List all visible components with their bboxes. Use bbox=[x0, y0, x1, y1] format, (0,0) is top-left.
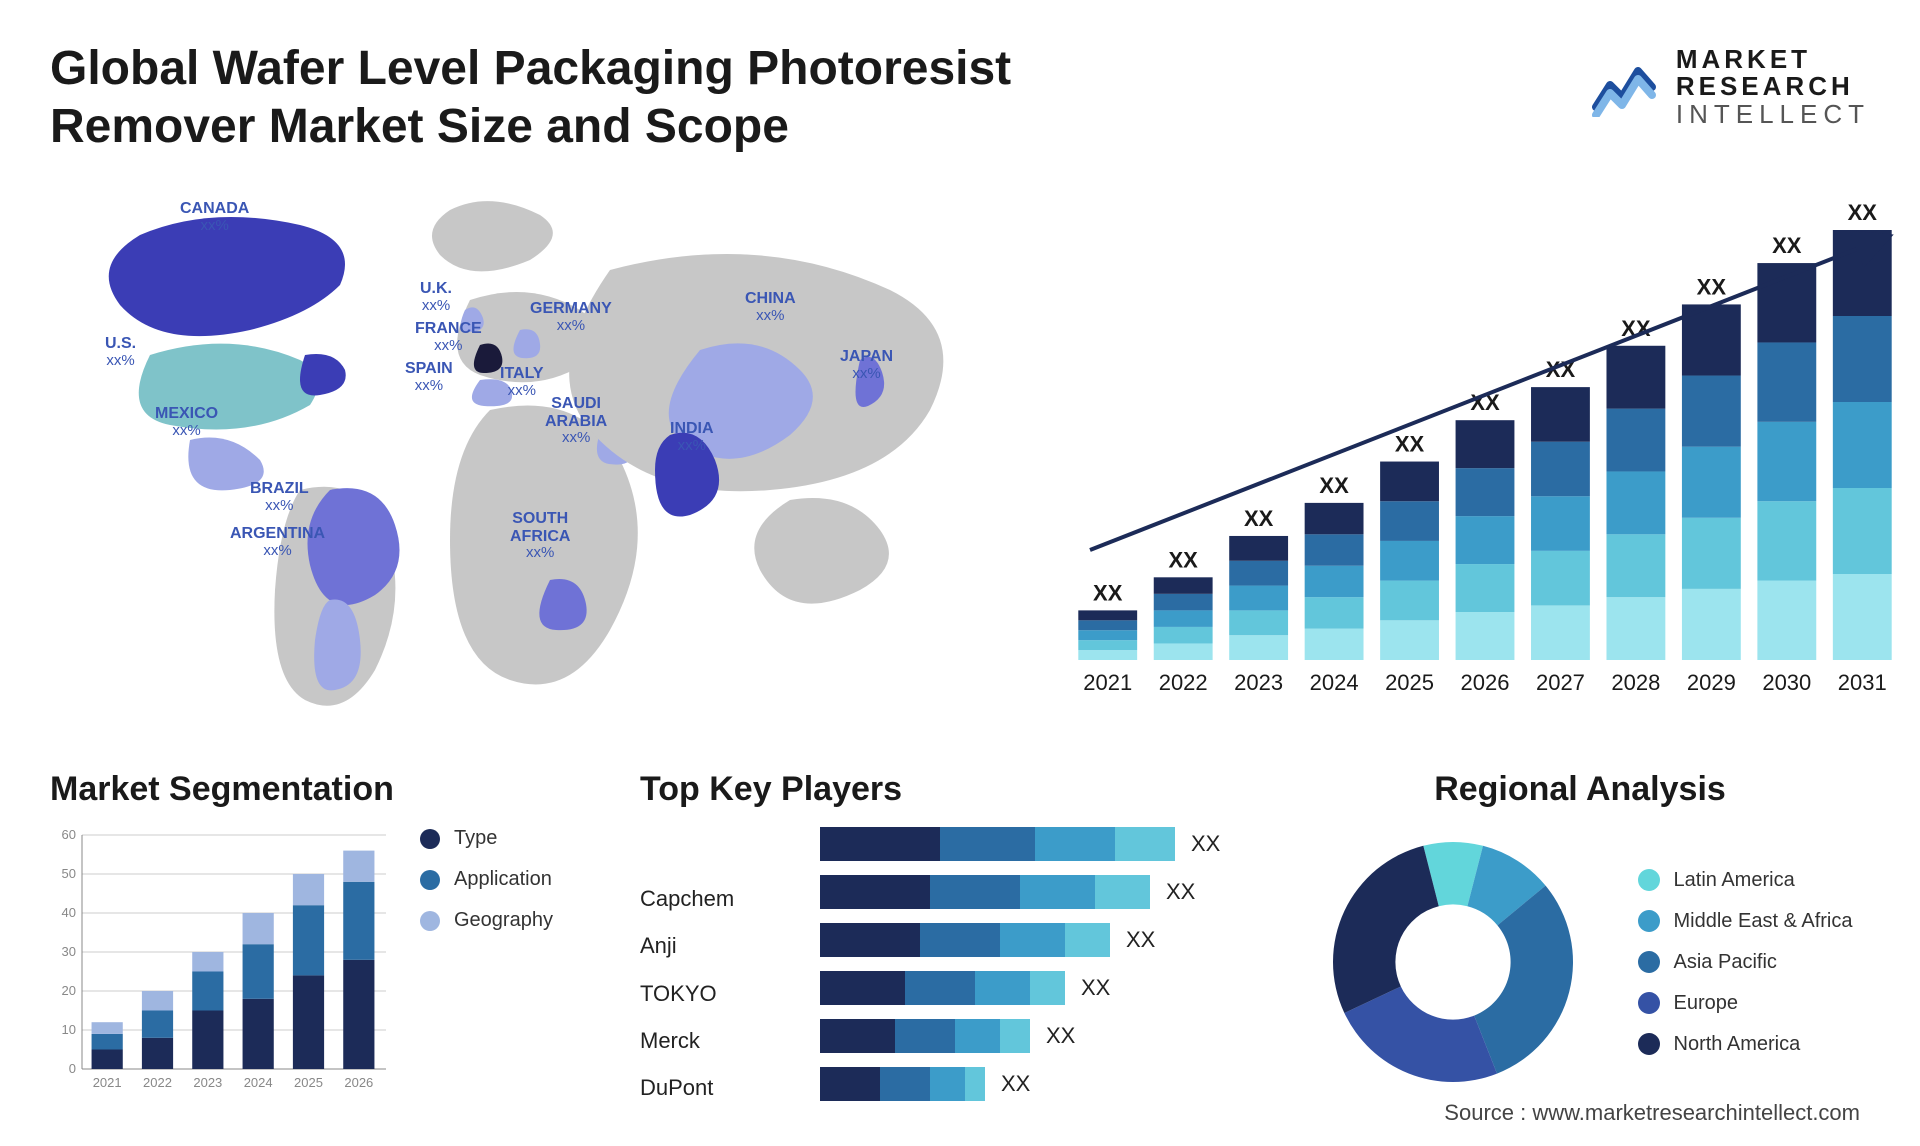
svg-text:2023: 2023 bbox=[193, 1075, 222, 1090]
legend-item: Europe bbox=[1638, 992, 1853, 1015]
svg-text:XX: XX bbox=[1093, 581, 1123, 606]
footer-source: Source : www.marketresearchintellect.com bbox=[1444, 1100, 1860, 1126]
svg-text:2024: 2024 bbox=[1310, 670, 1359, 695]
brand-logo: MARKET RESEARCH INTELLECT bbox=[1592, 46, 1870, 128]
players-title: Top Key Players bbox=[640, 770, 1260, 809]
page-title: Global Wafer Level Packaging Photoresist… bbox=[50, 40, 1100, 155]
svg-text:XX: XX bbox=[1772, 233, 1802, 258]
svg-text:2023: 2023 bbox=[1234, 670, 1283, 695]
svg-text:2027: 2027 bbox=[1536, 670, 1585, 695]
legend-item: North America bbox=[1638, 1033, 1853, 1056]
forecast-chart-svg: XX 2021 XX 2022 XX 2023 XX 2024 XX 2025 XX 2026 XX 20… bbox=[1050, 200, 1910, 720]
svg-text:XX: XX bbox=[1848, 200, 1878, 225]
svg-text:20: 20 bbox=[62, 983, 76, 998]
svg-text:2025: 2025 bbox=[1385, 670, 1434, 695]
svg-text:2021: 2021 bbox=[1083, 670, 1132, 695]
map-label: CHINAxx% bbox=[745, 290, 796, 324]
player-label: TOKYO bbox=[640, 970, 790, 1017]
player-label: Anji bbox=[640, 922, 790, 969]
map-label: SAUDIARABIAxx% bbox=[545, 395, 607, 447]
svg-text:2030: 2030 bbox=[1762, 670, 1811, 695]
map-label: ARGENTINAxx% bbox=[230, 525, 325, 559]
world-map-svg bbox=[50, 180, 1010, 720]
svg-text:40: 40 bbox=[62, 905, 76, 920]
header: Global Wafer Level Packaging Photoresist… bbox=[50, 40, 1870, 155]
legend-item: Middle East & Africa bbox=[1638, 910, 1853, 933]
legend-item: Type bbox=[420, 827, 553, 850]
map-label: JAPANxx% bbox=[840, 348, 893, 382]
legend-item: Asia Pacific bbox=[1638, 951, 1853, 974]
svg-text:XX: XX bbox=[1244, 506, 1274, 531]
segmentation-panel: Market Segmentation 0 10 20 30 40 50 60 2021 202… bbox=[50, 770, 610, 1115]
svg-text:2022: 2022 bbox=[1159, 670, 1208, 695]
map-label: SPAINxx% bbox=[405, 360, 453, 394]
svg-text:XX: XX bbox=[1319, 473, 1349, 498]
svg-text:60: 60 bbox=[62, 827, 76, 842]
player-label: Merck bbox=[640, 1017, 790, 1064]
svg-text:XX: XX bbox=[1395, 432, 1425, 457]
legend-item: Application bbox=[420, 868, 553, 891]
logo-icon bbox=[1592, 57, 1662, 117]
regional-title: Regional Analysis bbox=[1290, 770, 1870, 809]
player-bar-row: XX bbox=[820, 923, 1250, 957]
map-label: U.S.xx% bbox=[105, 335, 136, 369]
svg-text:2026: 2026 bbox=[344, 1075, 373, 1090]
map-label: ITALYxx% bbox=[500, 365, 544, 399]
svg-text:2025: 2025 bbox=[294, 1075, 323, 1090]
logo-line1: MARKET bbox=[1676, 46, 1870, 73]
segmentation-chart-svg: 0 10 20 30 40 50 60 2021 2022 2023 2024 2025 2026 bbox=[50, 827, 390, 1097]
segmentation-title: Market Segmentation bbox=[50, 770, 610, 809]
map-label: INDIAxx% bbox=[670, 420, 714, 454]
player-bar-row: XX bbox=[820, 875, 1250, 909]
svg-text:50: 50 bbox=[62, 866, 76, 881]
svg-text:XX: XX bbox=[1169, 547, 1199, 572]
regional-panel: Regional Analysis Latin America Middle Ea… bbox=[1290, 770, 1870, 1115]
regional-donut-svg bbox=[1308, 827, 1598, 1097]
map-label: GERMANYxx% bbox=[530, 300, 612, 334]
player-bar-row: XX bbox=[820, 971, 1250, 1005]
map-label: CANADAxx% bbox=[180, 200, 249, 234]
legend-item: Latin America bbox=[1638, 869, 1853, 892]
map-label: U.K.xx% bbox=[420, 280, 452, 314]
player-bar-row: XX bbox=[820, 1019, 1250, 1053]
player-label: Capchem bbox=[640, 875, 790, 922]
player-label: DuPont bbox=[640, 1064, 790, 1111]
forecast-chart-panel: XX 2021 XX 2022 XX 2023 XX 2024 XX 2025 XX 2026 XX 20… bbox=[1050, 180, 1910, 720]
svg-text:10: 10 bbox=[62, 1022, 76, 1037]
svg-text:XX: XX bbox=[1697, 275, 1727, 300]
logo-line2: RESEARCH bbox=[1676, 73, 1870, 100]
map-label: MEXICOxx% bbox=[155, 405, 218, 439]
legend-item: Geography bbox=[420, 909, 553, 932]
svg-text:0: 0 bbox=[69, 1061, 76, 1076]
logo-line3: INTELLECT bbox=[1676, 101, 1870, 128]
players-labels: CapchemAnjiTOKYOMerckDuPont bbox=[640, 827, 790, 1111]
map-label: FRANCExx% bbox=[415, 320, 482, 354]
players-chart: XX XX XX XX XX XX bbox=[820, 827, 1250, 1115]
players-panel: Top Key Players CapchemAnjiTOKYOMerckDuP… bbox=[640, 770, 1260, 1115]
player-bar-row: XX bbox=[820, 827, 1250, 861]
world-map-panel: CANADAxx% U.S.xx% MEXICOxx% BRAZILxx% ARGENT… bbox=[50, 180, 1010, 720]
svg-text:2022: 2022 bbox=[143, 1075, 172, 1090]
svg-text:30: 30 bbox=[62, 944, 76, 959]
map-label: BRAZILxx% bbox=[250, 480, 309, 514]
svg-text:2021: 2021 bbox=[93, 1075, 122, 1090]
svg-text:2024: 2024 bbox=[244, 1075, 273, 1090]
segmentation-legend: Type Application Geography bbox=[420, 827, 553, 932]
player-bar-row: XX bbox=[820, 1067, 1250, 1101]
svg-text:2029: 2029 bbox=[1687, 670, 1736, 695]
regional-legend: Latin America Middle East & Africa Asia Pa… bbox=[1638, 869, 1853, 1056]
map-label: SOUTHAFRICAxx% bbox=[510, 510, 570, 562]
svg-text:2028: 2028 bbox=[1611, 670, 1660, 695]
svg-text:2031: 2031 bbox=[1838, 670, 1887, 695]
svg-text:2026: 2026 bbox=[1461, 670, 1510, 695]
